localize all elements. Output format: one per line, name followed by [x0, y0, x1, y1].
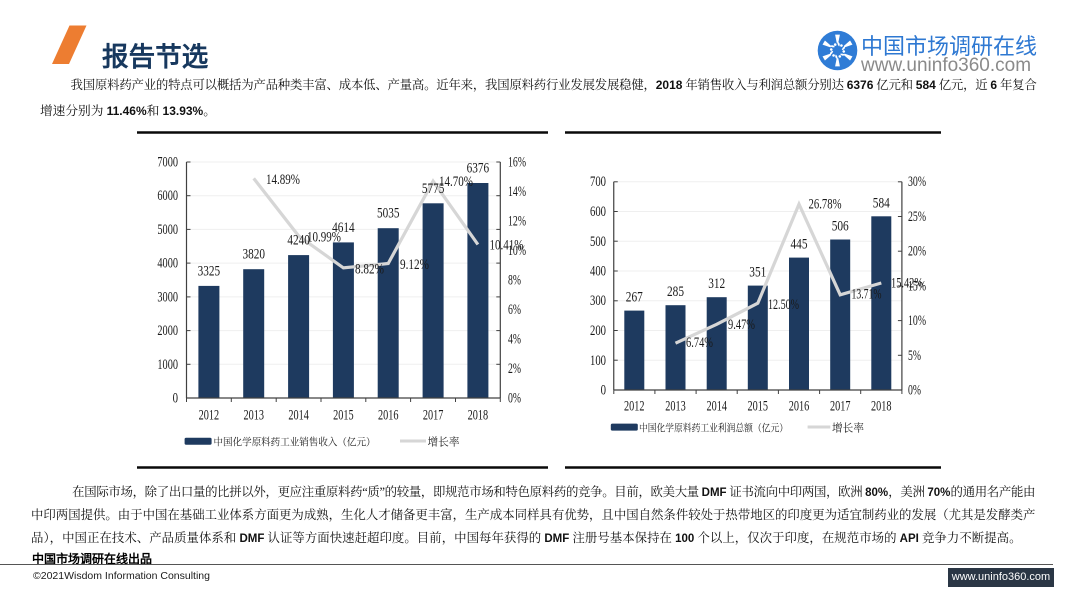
svg-text:9.12%: 9.12%	[400, 257, 429, 273]
svg-text:2%: 2%	[508, 361, 521, 377]
svg-text:9.47%: 9.47%	[728, 317, 755, 333]
svg-text:2012: 2012	[199, 408, 220, 424]
svg-text:2013: 2013	[665, 399, 686, 415]
svg-text:3000: 3000	[157, 289, 178, 305]
svg-text:14%: 14%	[508, 184, 526, 200]
svg-text:12%: 12%	[508, 214, 526, 230]
svg-text:4%: 4%	[508, 332, 521, 348]
svg-text:2016: 2016	[378, 408, 399, 424]
svg-text:3820: 3820	[242, 247, 265, 263]
svg-text:4000: 4000	[157, 256, 178, 272]
svg-text:2017: 2017	[830, 399, 851, 415]
svg-text:2012: 2012	[624, 399, 645, 415]
svg-text:400: 400	[590, 264, 606, 280]
svg-text:5000: 5000	[157, 222, 178, 238]
svg-text:10.41%: 10.41%	[490, 238, 524, 254]
svg-text:200: 200	[590, 323, 606, 339]
svg-text:8.82%: 8.82%	[355, 262, 384, 278]
svg-text:0: 0	[173, 391, 178, 407]
svg-text:2014: 2014	[288, 408, 309, 424]
svg-text:2014: 2014	[706, 399, 727, 415]
svg-text:6376: 6376	[467, 161, 490, 177]
svg-text:8%: 8%	[508, 273, 521, 289]
svg-text:312: 312	[708, 276, 725, 292]
svg-text:5035: 5035	[377, 206, 400, 222]
svg-text:100: 100	[590, 353, 606, 369]
svg-text:4614: 4614	[332, 220, 355, 236]
svg-text:14.70%: 14.70%	[439, 174, 473, 190]
svg-text:584: 584	[873, 195, 890, 211]
svg-text:351: 351	[749, 265, 766, 281]
svg-text:7000: 7000	[157, 155, 178, 171]
svg-text:6%: 6%	[508, 302, 521, 318]
svg-text:中国化学原料药工业利润总额（亿元）: 中国化学原料药工业利润总额（亿元）	[639, 421, 788, 434]
svg-text:30%: 30%	[908, 174, 926, 190]
svg-text:25%: 25%	[908, 209, 926, 225]
svg-text:300: 300	[590, 293, 606, 309]
svg-text:500: 500	[590, 234, 606, 250]
svg-text:267: 267	[626, 290, 643, 306]
svg-text:10%: 10%	[908, 313, 926, 329]
svg-text:0%: 0%	[908, 383, 921, 399]
svg-text:5775: 5775	[422, 181, 445, 197]
svg-text:285: 285	[667, 284, 684, 300]
svg-text:2015: 2015	[748, 399, 769, 415]
svg-text:10%: 10%	[508, 243, 526, 259]
svg-text:2018: 2018	[871, 399, 892, 415]
svg-text:20%: 20%	[908, 244, 926, 260]
svg-text:10.99%: 10.99%	[307, 230, 341, 246]
svg-text:0: 0	[601, 383, 606, 399]
svg-text:增长率: 增长率	[832, 420, 864, 434]
svg-text:700: 700	[590, 174, 606, 190]
svg-text:16%: 16%	[508, 155, 526, 171]
svg-text:2013: 2013	[243, 408, 264, 424]
svg-text:14.89%: 14.89%	[266, 172, 300, 188]
svg-text:26.78%: 26.78%	[809, 197, 842, 213]
svg-text:445: 445	[791, 237, 808, 253]
svg-text:15.42%: 15.42%	[891, 276, 923, 292]
svg-text:600: 600	[590, 204, 606, 220]
svg-text:0%: 0%	[508, 391, 521, 407]
svg-text:12.50%: 12.50%	[768, 297, 799, 313]
svg-text:中国化学原料药工业销售收入（亿元）: 中国化学原料药工业销售收入（亿元）	[214, 436, 376, 449]
svg-text:6.74%: 6.74%	[686, 335, 713, 351]
svg-text:2017: 2017	[423, 408, 444, 424]
svg-text:3325: 3325	[198, 263, 221, 279]
svg-text:506: 506	[832, 219, 849, 235]
svg-text:2016: 2016	[789, 399, 810, 415]
svg-text:13.71%: 13.71%	[852, 287, 882, 303]
svg-text:2000: 2000	[157, 323, 178, 339]
svg-text:4240: 4240	[287, 233, 310, 249]
svg-text:增长率: 增长率	[428, 435, 460, 449]
svg-text:2018: 2018	[468, 408, 489, 424]
svg-text:2015: 2015	[333, 408, 354, 424]
svg-text:5%: 5%	[908, 348, 921, 364]
svg-text:1000: 1000	[157, 357, 178, 373]
svg-text:15%: 15%	[908, 278, 926, 294]
svg-text:6000: 6000	[157, 188, 178, 204]
